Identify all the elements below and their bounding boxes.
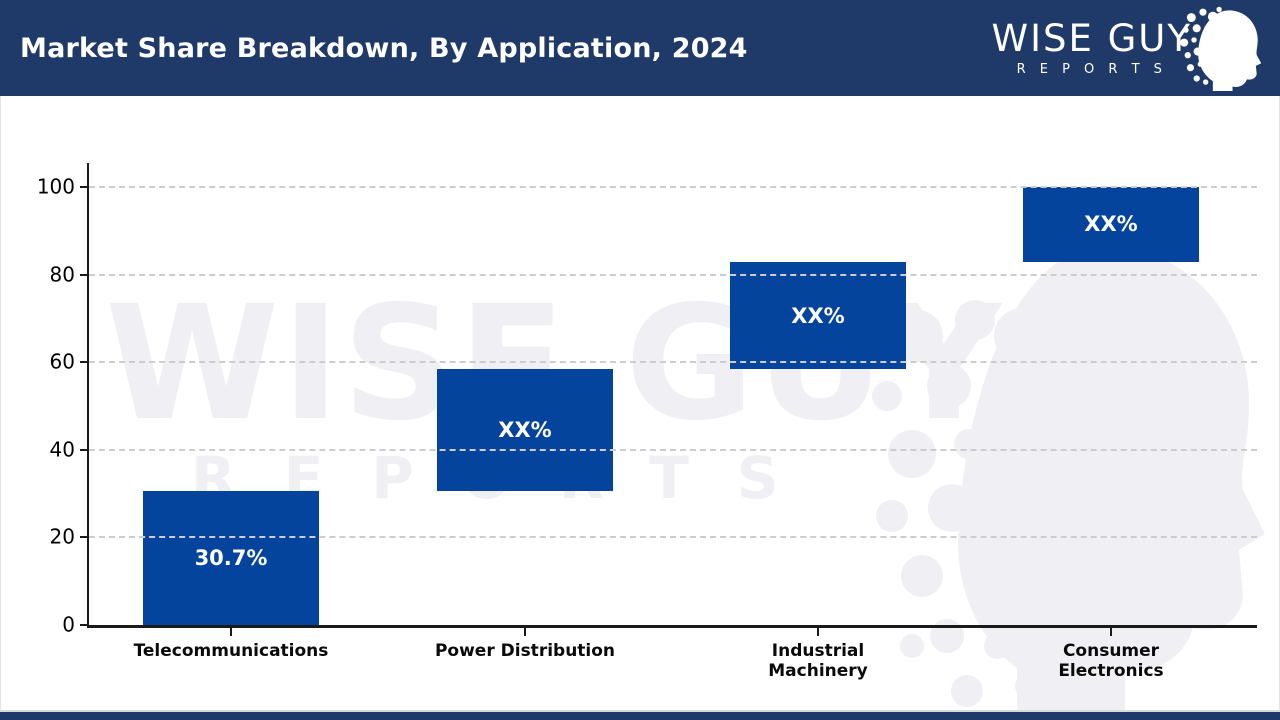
y-tick-60 [80,361,89,364]
logo-wordmark-block: WISE GUY R E P O R T S [992,20,1192,76]
gridline-20 [89,536,1257,539]
bar-2 [437,369,613,491]
x-axis-spine [87,625,1257,628]
header: Market Share Breakdown, By Application, … [0,0,1280,96]
y-tick-40 [80,448,89,451]
bar-4 [1023,187,1199,262]
bar-value-label: 30.7% [194,545,268,570]
y-tick-label-100: 100 [36,174,75,199]
x-tick-3 [817,628,819,636]
wiseguy-logo: WISE GUY R E P O R T S [992,5,1262,91]
x-category-label: Industrial Machinery [678,641,958,681]
x-category-line: Consumer [1062,641,1160,661]
bar-1 [143,490,319,625]
x-category-label: Telecommunications [91,641,371,661]
gridline-40 [89,448,1257,451]
watermark-face-icon [872,245,1265,710]
y-tick-label-40: 40 [49,437,75,462]
x-category-line: Electronics [1058,661,1164,681]
y-tick-80 [80,273,89,276]
x-category-line: Machinery [768,661,868,681]
logo-wordmark: WISE GUY [991,17,1192,60]
page-title: Market Share Breakdown, By Application, … [20,32,748,64]
bar-value-label: XX% [498,417,552,442]
y-tick-label-0: 0 [62,612,75,637]
y-tick-label-80: 80 [49,262,75,287]
x-tick-2 [524,628,526,636]
logo-face-icon [1180,6,1262,91]
bar-value-label: XX% [1084,212,1138,237]
y-tick-label-20: 20 [49,524,75,549]
footer-bar [0,712,1280,720]
x-category-line: Industrial [771,641,865,661]
x-category-label: Power Distribution [385,641,665,661]
x-category-line: Power Distribution [434,641,616,661]
x-tick-4 [1110,628,1112,636]
bar-3 [730,261,906,370]
gridline-100 [89,186,1257,188]
y-tick-100 [80,186,89,188]
y-tick-0 [80,624,89,626]
y-tick-20 [80,536,89,539]
x-tick-1 [230,628,232,636]
y-tick-label-60: 60 [49,349,75,374]
bar-value-label: XX% [791,303,845,328]
x-category-line: Telecommunications [133,641,329,661]
x-category-label: Consumer Electronics [971,641,1251,681]
gridline-80 [89,273,1257,276]
logo-subtext: R E P O R T S [1016,62,1167,77]
y-axis-spine [87,163,89,628]
gridline-60 [89,361,1257,364]
